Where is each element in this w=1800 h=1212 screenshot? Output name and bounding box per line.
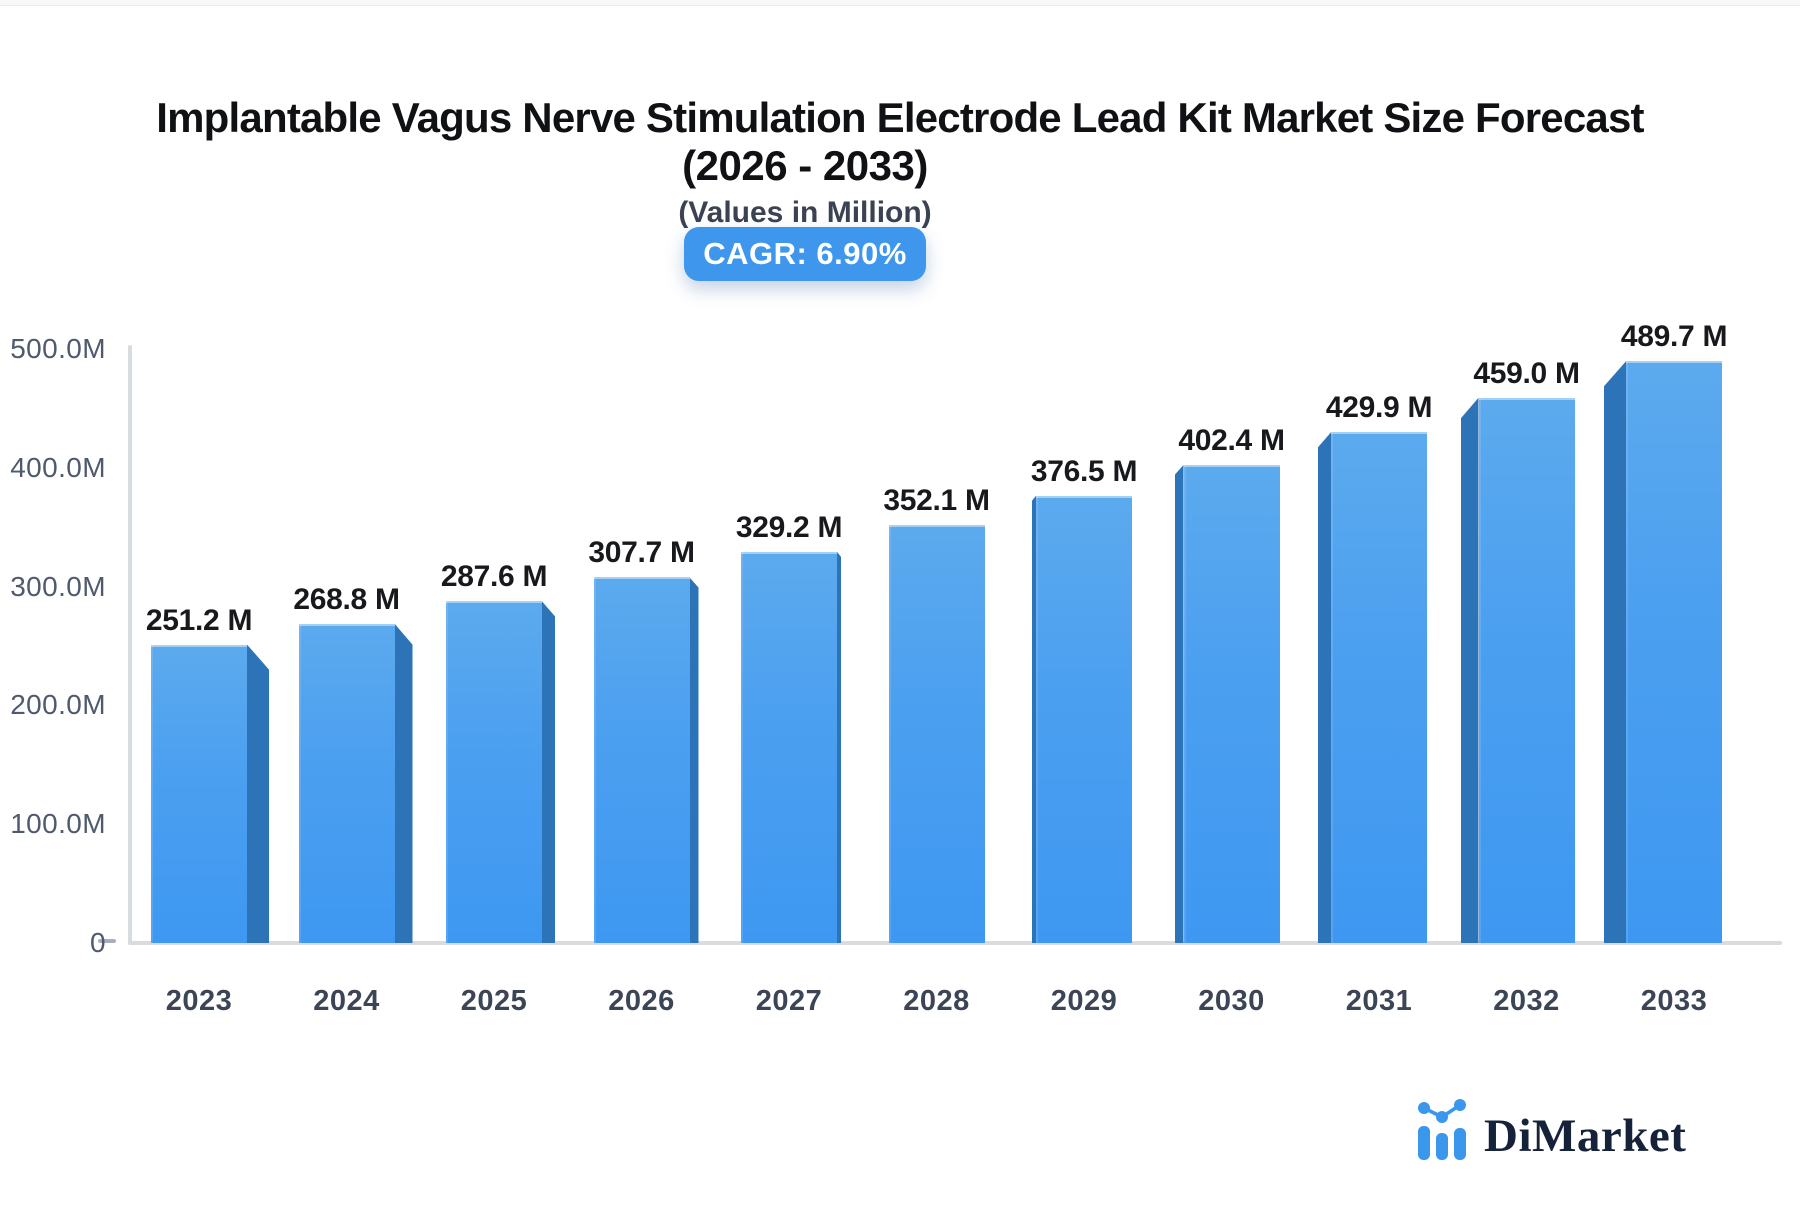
- bar-value-label-2027: 329.2 M: [735, 510, 843, 544]
- x-axis-label-2029: 2029: [1050, 985, 1118, 1017]
- bar-side-face-2024: [394, 623, 413, 943]
- y-axis-tick-300.0M: 300.0M: [10, 570, 106, 602]
- bar-2028[interactable]: [888, 524, 985, 943]
- bar-value-label-2026: 307.7 M: [588, 536, 695, 570]
- x-axis-line: [128, 941, 1782, 945]
- bar-front-face-2031: [1331, 432, 1427, 943]
- x-axis-label-2032: 2032: [1493, 985, 1560, 1017]
- bar-side-face-2033: [1604, 361, 1626, 943]
- bar-side-face-2026: [689, 577, 699, 943]
- dimarket-logo-icon: [1418, 1099, 1466, 1160]
- bar-2032[interactable]: [1460, 397, 1575, 943]
- bar-2027[interactable]: [741, 551, 841, 943]
- x-axis-label-2027: 2027: [755, 985, 823, 1017]
- bar-side-face-2025: [542, 601, 555, 943]
- x-axis-label-2031: 2031: [1345, 985, 1413, 1017]
- x-axis-label-2033: 2033: [1640, 985, 1708, 1017]
- x-axis-label-2028: 2028: [903, 985, 970, 1017]
- zero-tick-mark: [98, 939, 116, 943]
- bar-front-face-2027: [741, 551, 837, 943]
- page-top-strip: [0, 0, 1800, 6]
- cagr-badge-label: CAGR: 6.90%: [703, 236, 907, 271]
- y-axis-tick-400.0M: 400.0M: [10, 451, 106, 483]
- chart-subtitle: (Values in Million): [678, 196, 932, 229]
- bar-2029[interactable]: [1032, 495, 1132, 943]
- bar-2033[interactable]: [1604, 361, 1722, 943]
- bar-2024[interactable]: [298, 623, 413, 943]
- x-axis-label-2030: 2030: [1198, 985, 1265, 1017]
- bar-value-label-2028: 352.1 M: [883, 483, 990, 517]
- bar-front-face-2024: [298, 623, 395, 943]
- x-axis-label-2024: 2024: [313, 985, 380, 1017]
- bar-value-label-2024: 268.8 M: [293, 582, 400, 616]
- brand-logo: DiMarket: [1418, 1098, 1686, 1160]
- bar-front-face-2023: [151, 644, 247, 943]
- bar-front-face-2028: [888, 524, 985, 943]
- y-axis-tick-500.0M: 500.0M: [10, 333, 106, 364]
- y-axis-tick-100.0M: 100.0M: [10, 808, 106, 840]
- bar-front-face-2032: [1478, 397, 1575, 943]
- cagr-badge: CAGR: 6.90%: [684, 227, 926, 281]
- y-axis-tick-200.0M: 200.0M: [10, 689, 106, 721]
- bar-value-label-2033: 489.7 M: [1620, 320, 1728, 354]
- y-axis-line: [128, 345, 132, 945]
- bar-side-face-2030: [1174, 464, 1184, 943]
- bar-value-label-2029: 376.5 M: [1030, 454, 1138, 488]
- bar-front-face-2030: [1183, 464, 1280, 943]
- bar-side-face-2032: [1460, 397, 1479, 943]
- bar-value-label-2031: 429.9 M: [1325, 391, 1433, 425]
- bar-2025[interactable]: [446, 601, 555, 943]
- bar-2023[interactable]: [151, 644, 269, 943]
- chart-title-range: (2026 - 2033): [682, 142, 928, 189]
- bar-value-label-2032: 459.0 M: [1473, 356, 1580, 390]
- bar-value-label-2023: 251.2 M: [145, 603, 253, 637]
- bar-side-face-2031: [1318, 432, 1331, 943]
- bar-side-face-2023: [247, 644, 269, 943]
- bar-front-face-2033: [1626, 361, 1722, 943]
- bar-front-face-2029: [1036, 495, 1132, 943]
- chart-title: Implantable Vagus Nerve Stimulation Elec…: [156, 94, 1644, 141]
- x-axis-label-2023: 2023: [165, 985, 233, 1017]
- x-axis-label-2025: 2025: [460, 985, 528, 1017]
- y-axis-tick-0: 0: [90, 927, 106, 958]
- bar-side-face-2027: [837, 551, 841, 943]
- x-axis-label-2026: 2026: [608, 985, 675, 1017]
- bar-front-face-2026: [593, 577, 690, 943]
- bar-value-label-2030: 402.4 M: [1178, 423, 1285, 457]
- bar-side-face-2029: [1032, 495, 1036, 943]
- brand-name: DiMarket: [1484, 1110, 1687, 1162]
- bar-2030[interactable]: [1174, 464, 1280, 943]
- bar-front-face-2025: [446, 601, 542, 943]
- bar-2031[interactable]: [1318, 432, 1427, 943]
- bar-2026[interactable]: [593, 577, 699, 943]
- bar-value-label-2025: 287.6 M: [440, 560, 548, 594]
